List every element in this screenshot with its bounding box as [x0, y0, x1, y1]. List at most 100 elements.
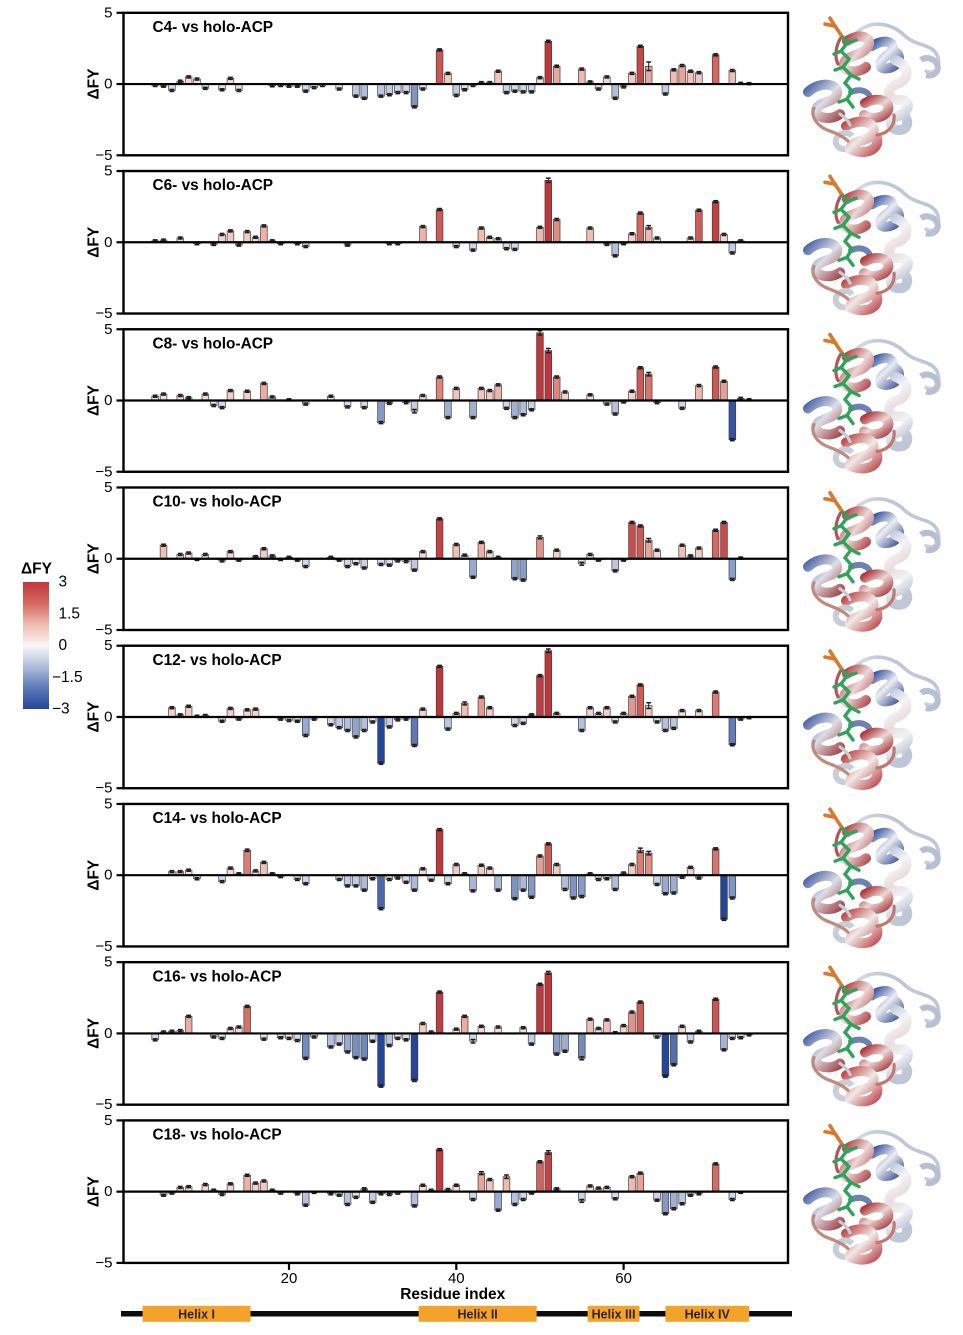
y-tick-label: 5	[104, 163, 112, 180]
y-tick-label: 0	[104, 867, 112, 884]
y-tick-label: 5	[104, 1112, 112, 1129]
bar-res-66	[670, 70, 677, 84]
y-tick-label: 0	[104, 1183, 112, 1200]
bar-res-50	[537, 984, 544, 1033]
bar-res-71	[712, 849, 719, 875]
bar-res-61	[629, 1177, 636, 1192]
bar-res-35	[411, 1033, 418, 1080]
bar-res-35	[411, 84, 418, 107]
bar-res-28	[353, 717, 360, 737]
y-axis-label: ΔFY	[86, 543, 103, 575]
bar-res-56	[587, 1019, 594, 1033]
bar-res-51	[545, 41, 552, 84]
bar-res-29	[361, 875, 368, 890]
bar-res-35	[411, 875, 418, 890]
bar-res-38	[436, 830, 443, 876]
bar-res-38	[436, 1150, 443, 1192]
y-tick-label: 0	[104, 392, 112, 409]
bar-res-55	[578, 1033, 585, 1058]
bar-res-59	[612, 84, 619, 98]
colorbar-tick-label: −3	[52, 701, 70, 718]
colorbar-gradient	[23, 582, 49, 709]
bar-res-73	[729, 71, 736, 85]
bar-res-43	[478, 388, 485, 400]
bar-res-43	[478, 1173, 485, 1192]
bar-res-72	[721, 381, 728, 400]
bar-res-51	[545, 351, 552, 401]
bar-res-66	[670, 875, 677, 893]
y-tick-label: 5	[104, 795, 112, 812]
bar-res-22	[302, 1192, 309, 1206]
y-tick-label: 5	[104, 637, 112, 654]
bar-res-62	[637, 213, 644, 242]
bar-res-66	[670, 1192, 677, 1209]
y-tick-label: −5	[95, 938, 112, 955]
y-axis-label: ΔFY	[86, 859, 103, 891]
bar-res-71	[712, 530, 719, 559]
bar-res-61	[629, 522, 636, 558]
bar-res-67	[679, 545, 686, 559]
bar-res-17	[261, 383, 268, 400]
bar-res-42	[470, 401, 477, 418]
bar-res-61	[629, 696, 636, 717]
bar-res-44	[486, 1180, 493, 1192]
panel-title: C10- vs holo-ACP	[153, 494, 282, 511]
bar-res-54	[570, 875, 577, 898]
bar-res-55	[578, 875, 585, 896]
panel-title: C4- vs holo-ACP	[153, 19, 274, 36]
bar-res-29	[361, 84, 368, 98]
colorbar-tick-label: −1.5	[52, 669, 83, 686]
bar-res-8	[185, 1016, 192, 1033]
bar-res-73	[729, 401, 736, 440]
x-axis-label: Residue index	[400, 1286, 505, 1303]
bar-res-65	[662, 1033, 669, 1076]
bar-res-31	[378, 84, 385, 96]
bar-res-48	[520, 875, 527, 890]
y-axis-label: ΔFY	[86, 1176, 103, 1208]
bar-res-17	[261, 862, 268, 875]
bar-res-22	[302, 1033, 309, 1058]
bar-res-62	[637, 850, 644, 875]
bar-res-59	[612, 875, 619, 889]
bar-res-5	[160, 545, 167, 559]
bar-res-71	[712, 202, 719, 243]
bar-res-31	[378, 401, 385, 423]
bar-res-38	[436, 519, 443, 559]
bar-res-62	[637, 685, 644, 717]
colorbar-tick-label: 0	[59, 637, 68, 654]
y-tick-label: −5	[95, 621, 112, 638]
bar-res-71	[712, 55, 719, 84]
bar-res-15	[244, 850, 251, 875]
bar-res-15	[244, 1006, 251, 1033]
bar-res-17	[261, 226, 268, 242]
bar-res-47	[512, 875, 519, 899]
bar-res-53	[562, 1033, 569, 1051]
helix-label: Helix II	[457, 1307, 497, 1321]
bar-res-38	[436, 666, 443, 717]
bar-res-51	[545, 973, 552, 1034]
colorbar-title: ΔFY	[21, 561, 53, 578]
bar-res-50	[537, 856, 544, 875]
x-tick-label: 60	[615, 1270, 632, 1287]
bar-res-62	[637, 46, 644, 84]
bar-res-28	[353, 1033, 360, 1057]
y-axis-label: ΔFY	[86, 68, 103, 100]
panel-title: C6- vs holo-ACP	[153, 177, 274, 194]
y-tick-label: 0	[104, 76, 112, 93]
bar-res-45	[495, 385, 502, 401]
panel-title: C14- vs holo-ACP	[153, 810, 282, 827]
bar-res-38	[436, 210, 443, 243]
x-tick-label: 20	[281, 1270, 298, 1287]
bar-res-43	[478, 542, 485, 558]
y-tick-label: −5	[95, 305, 112, 322]
bar-res-43	[478, 697, 485, 717]
bar-res-59	[612, 401, 619, 415]
bar-res-68	[687, 71, 694, 84]
bar-res-42	[470, 559, 477, 578]
bar-res-51	[545, 651, 552, 717]
bar-res-40	[453, 388, 460, 400]
